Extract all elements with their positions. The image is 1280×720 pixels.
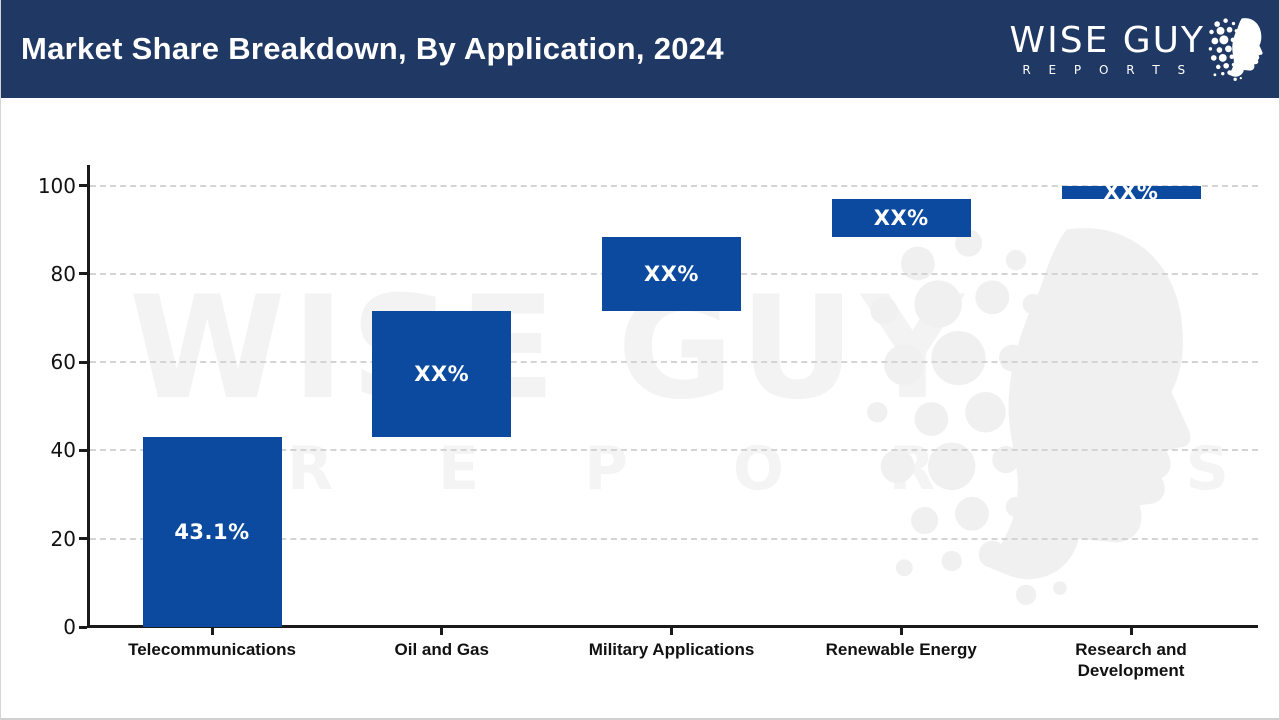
- y-axis-line: [87, 165, 90, 627]
- category-label: Oil and Gas: [394, 640, 489, 659]
- y-tick-label: 20: [50, 526, 76, 551]
- gridline: [90, 449, 1258, 452]
- category-label: Research and Development: [1075, 640, 1187, 680]
- y-axis-tick: [79, 360, 87, 364]
- x-axis-tick: [440, 628, 444, 635]
- y-tick-label: 40: [50, 438, 76, 463]
- y-axis-tick: [79, 537, 87, 541]
- category-label: Renewable Energy: [825, 640, 977, 659]
- head-profile-dots-icon: [1208, 18, 1263, 81]
- gridline: [90, 537, 1258, 540]
- bar-value-label: XX%: [1103, 180, 1159, 205]
- bar-value-label: XX%: [414, 362, 470, 387]
- x-axis-tick: [210, 628, 214, 635]
- chart-title: Market Share Breakdown, By Application, …: [21, 31, 724, 66]
- y-tick-label: 80: [50, 261, 76, 286]
- bar-value-label: 43.1%: [174, 519, 250, 544]
- bar-segment: [602, 237, 741, 312]
- category-label: Military Applications: [588, 640, 755, 659]
- bar-segment: [1061, 185, 1201, 200]
- y-axis-tick: [79, 625, 87, 629]
- logo-wordmark: WISE GUY: [1009, 20, 1205, 61]
- watermark-head-profile-icon: [867, 228, 1191, 606]
- logo-subtitle: R E P O R T S: [1022, 63, 1193, 77]
- y-axis-tick: [79, 184, 87, 187]
- bar-segment: [142, 436, 282, 627]
- x-axis-line: [87, 625, 1258, 628]
- bar-value-label: XX%: [644, 262, 699, 287]
- gridline: [90, 184, 1258, 187]
- category-label: Telecommunications: [128, 640, 296, 659]
- x-axis-tick: [1129, 628, 1133, 635]
- x-axis-tick: [670, 628, 673, 635]
- plot-area: WISE GUY R E P O R T S 0 20 40 60 80 100 43.1%…: [1, 98, 1279, 718]
- wise-guy-logo: WISE GUY R E P O R T S: [1010, 6, 1270, 94]
- watermark-wordmark: WISE GUY: [129, 266, 970, 431]
- header-bar: Market Share Breakdown, By Application, …: [1, 0, 1279, 98]
- bar-segment: [831, 199, 971, 238]
- y-axis-tick: [79, 272, 87, 276]
- y-axis-tick: [79, 448, 87, 452]
- y-tick-label: 60: [50, 350, 76, 375]
- logo-text: WISE GUY R E P O R T S: [1009, 20, 1206, 78]
- y-tick-label: 0: [63, 615, 76, 639]
- y-tick-label: 100: [37, 173, 76, 198]
- bar-value-label: XX%: [873, 206, 929, 231]
- x-axis-tick: [899, 628, 903, 635]
- gridline: [90, 361, 1258, 364]
- bar-segment: [372, 311, 512, 437]
